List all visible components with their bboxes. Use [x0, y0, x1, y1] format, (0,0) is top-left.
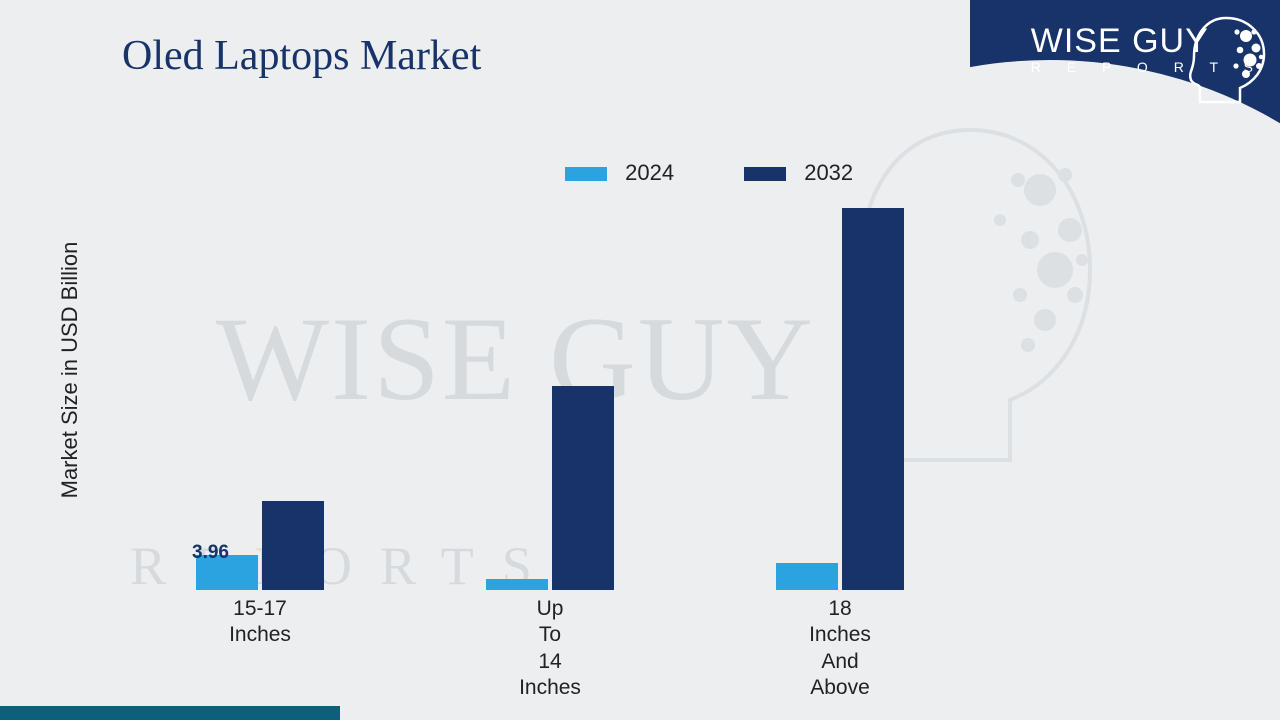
brand-sub: R E P O R T S	[1031, 59, 1264, 75]
legend-swatch-2024	[565, 167, 607, 181]
bar-2024	[776, 563, 838, 590]
x-axis-category-label: UpTo14Inches	[480, 596, 620, 701]
bar-2032	[552, 386, 614, 590]
chart-canvas: WISE GUY REPORTS Oled Laptops Market WIS…	[0, 0, 1280, 720]
legend-swatch-2032	[744, 167, 786, 181]
x-axis-category-label: 15-17Inches	[190, 596, 330, 649]
legend-label-2032: 2032	[804, 160, 853, 185]
legend-label-2024: 2024	[625, 160, 674, 185]
y-axis-label: Market Size in USD Billion	[57, 242, 83, 499]
chart-title: Oled Laptops Market	[122, 32, 481, 80]
bottom-accent-bar	[0, 706, 340, 720]
plot-area: 3.96	[120, 190, 940, 590]
legend-item-2024: 2024	[565, 160, 674, 186]
brand-logo: WISE GUY R E P O R T S	[1031, 22, 1264, 75]
legend-item-2032: 2032	[744, 160, 853, 186]
bar-2032	[842, 208, 904, 590]
brand-main: WISE GUY	[1031, 22, 1264, 61]
legend: 2024 2032	[565, 160, 853, 186]
bar-2032	[262, 501, 324, 590]
bar-2024	[486, 579, 548, 590]
x-axis-category-label: 18InchesAndAbove	[770, 596, 910, 701]
bar-value-label: 3.96	[192, 542, 229, 564]
